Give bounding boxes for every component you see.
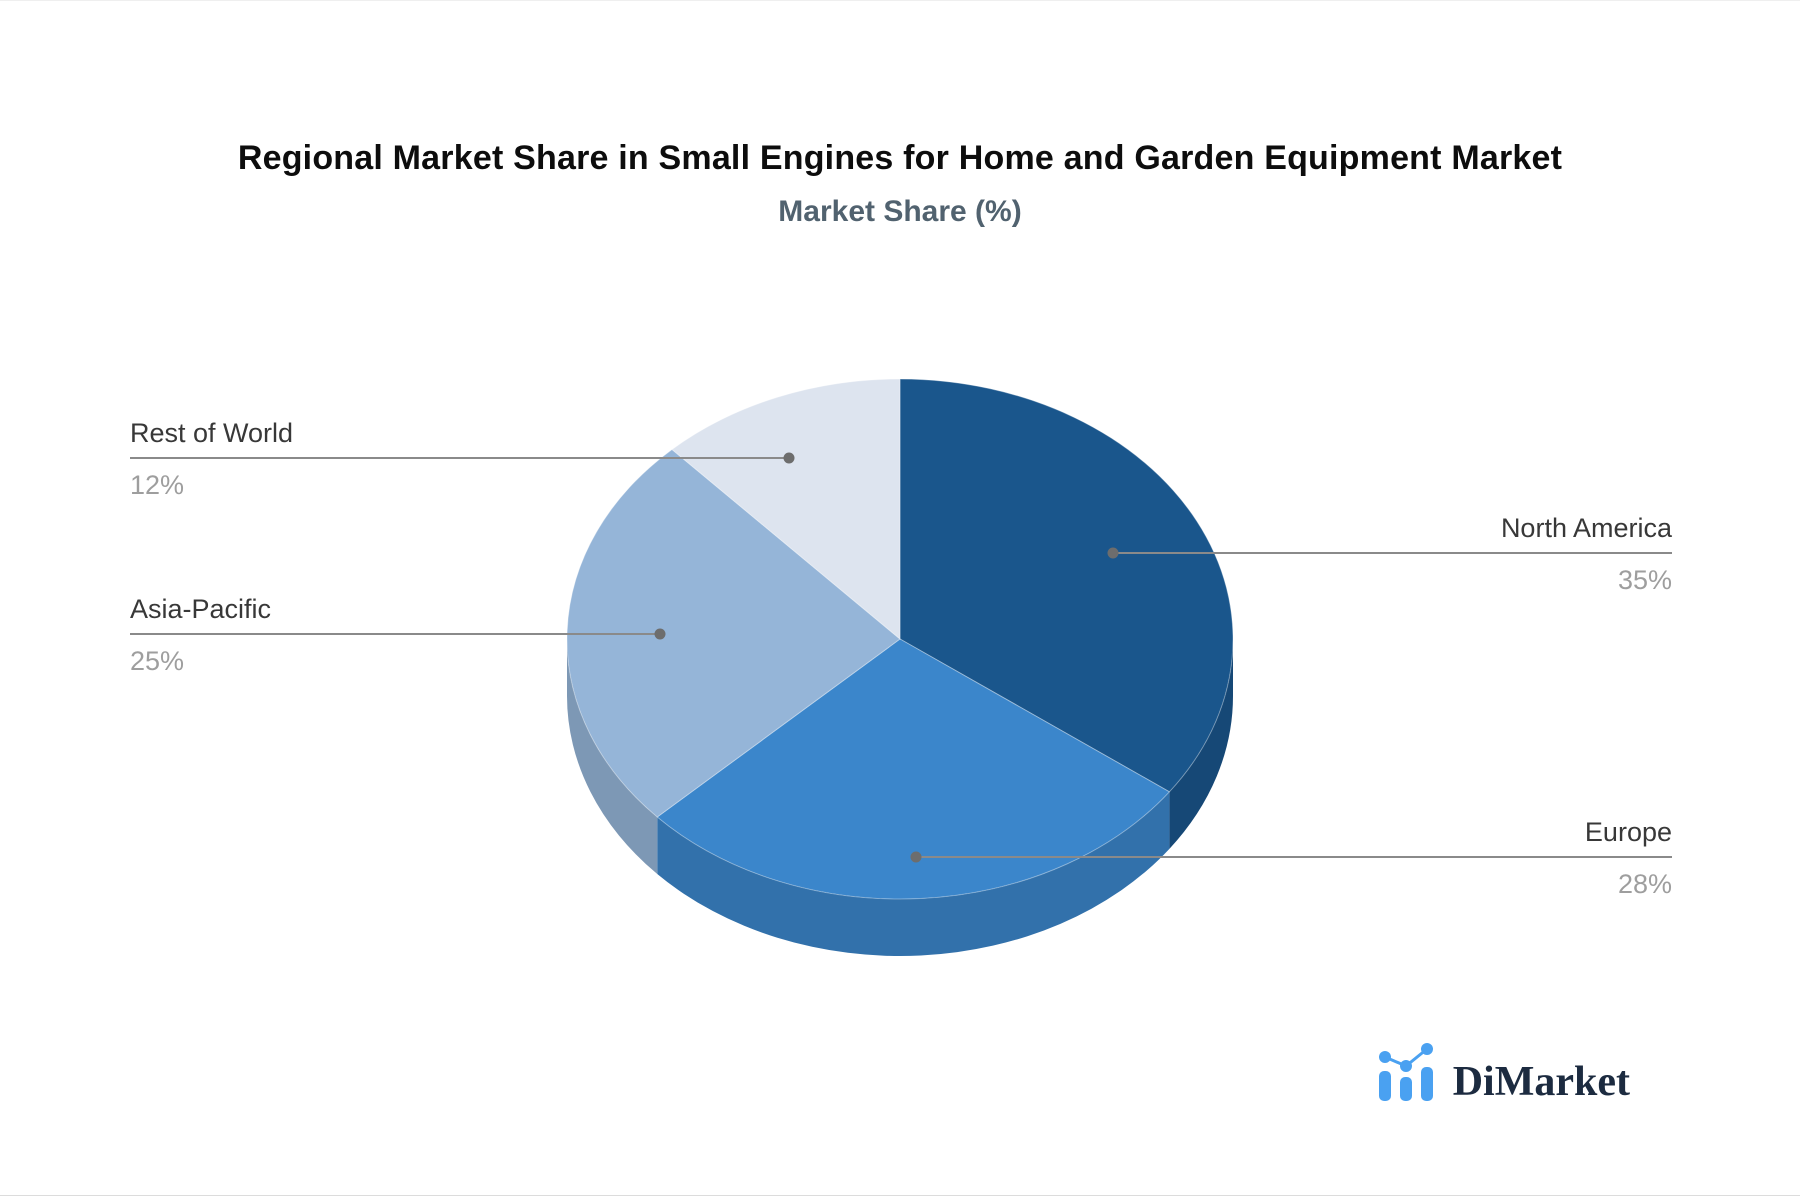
slice-label-rest-of-world: Rest of World	[130, 418, 294, 448]
slice-label-asia-pacific: Asia-Pacific	[130, 594, 272, 624]
pie-slice-europe[interactable]	[656, 638, 1171, 900]
slice-value-north-america: 35%	[1617, 565, 1672, 595]
pie-slice-rest-of-world[interactable]	[671, 378, 901, 641]
dimarket-logo: DiMarket	[1377, 1043, 1630, 1105]
slice-label-north-america: North America	[1500, 513, 1672, 543]
pie-slice-side-europe	[657, 791, 1170, 956]
slice-value-asia-pacific: 25%	[130, 646, 185, 676]
pie-slice-north-america[interactable]	[899, 378, 1234, 793]
pie-slice-side-asia-pacific	[567, 639, 658, 874]
dimarket-logo-text: DiMarket	[1452, 1058, 1630, 1105]
pie-side-walls	[567, 639, 1233, 956]
connector-dot	[910, 851, 922, 863]
slice-label-europe: Europe	[1584, 817, 1672, 847]
connector-dot	[654, 628, 666, 640]
pie-connectors	[130, 452, 1672, 863]
slice-value-rest-of-world: 12%	[130, 470, 185, 500]
connector-dot	[783, 452, 795, 464]
slice-value-europe: 28%	[1617, 869, 1672, 899]
pie-slice-side-north-america	[1169, 639, 1233, 849]
pie-slices	[566, 378, 1234, 900]
chart-title: Regional Market Share in Small Engines f…	[237, 139, 1563, 177]
bar-line-chart-icon	[1378, 1043, 1433, 1101]
connector-dot	[1107, 547, 1119, 559]
pie-slice-asia-pacific[interactable]	[566, 448, 901, 818]
chart-subtitle: Market Share (%)	[778, 195, 1022, 228]
